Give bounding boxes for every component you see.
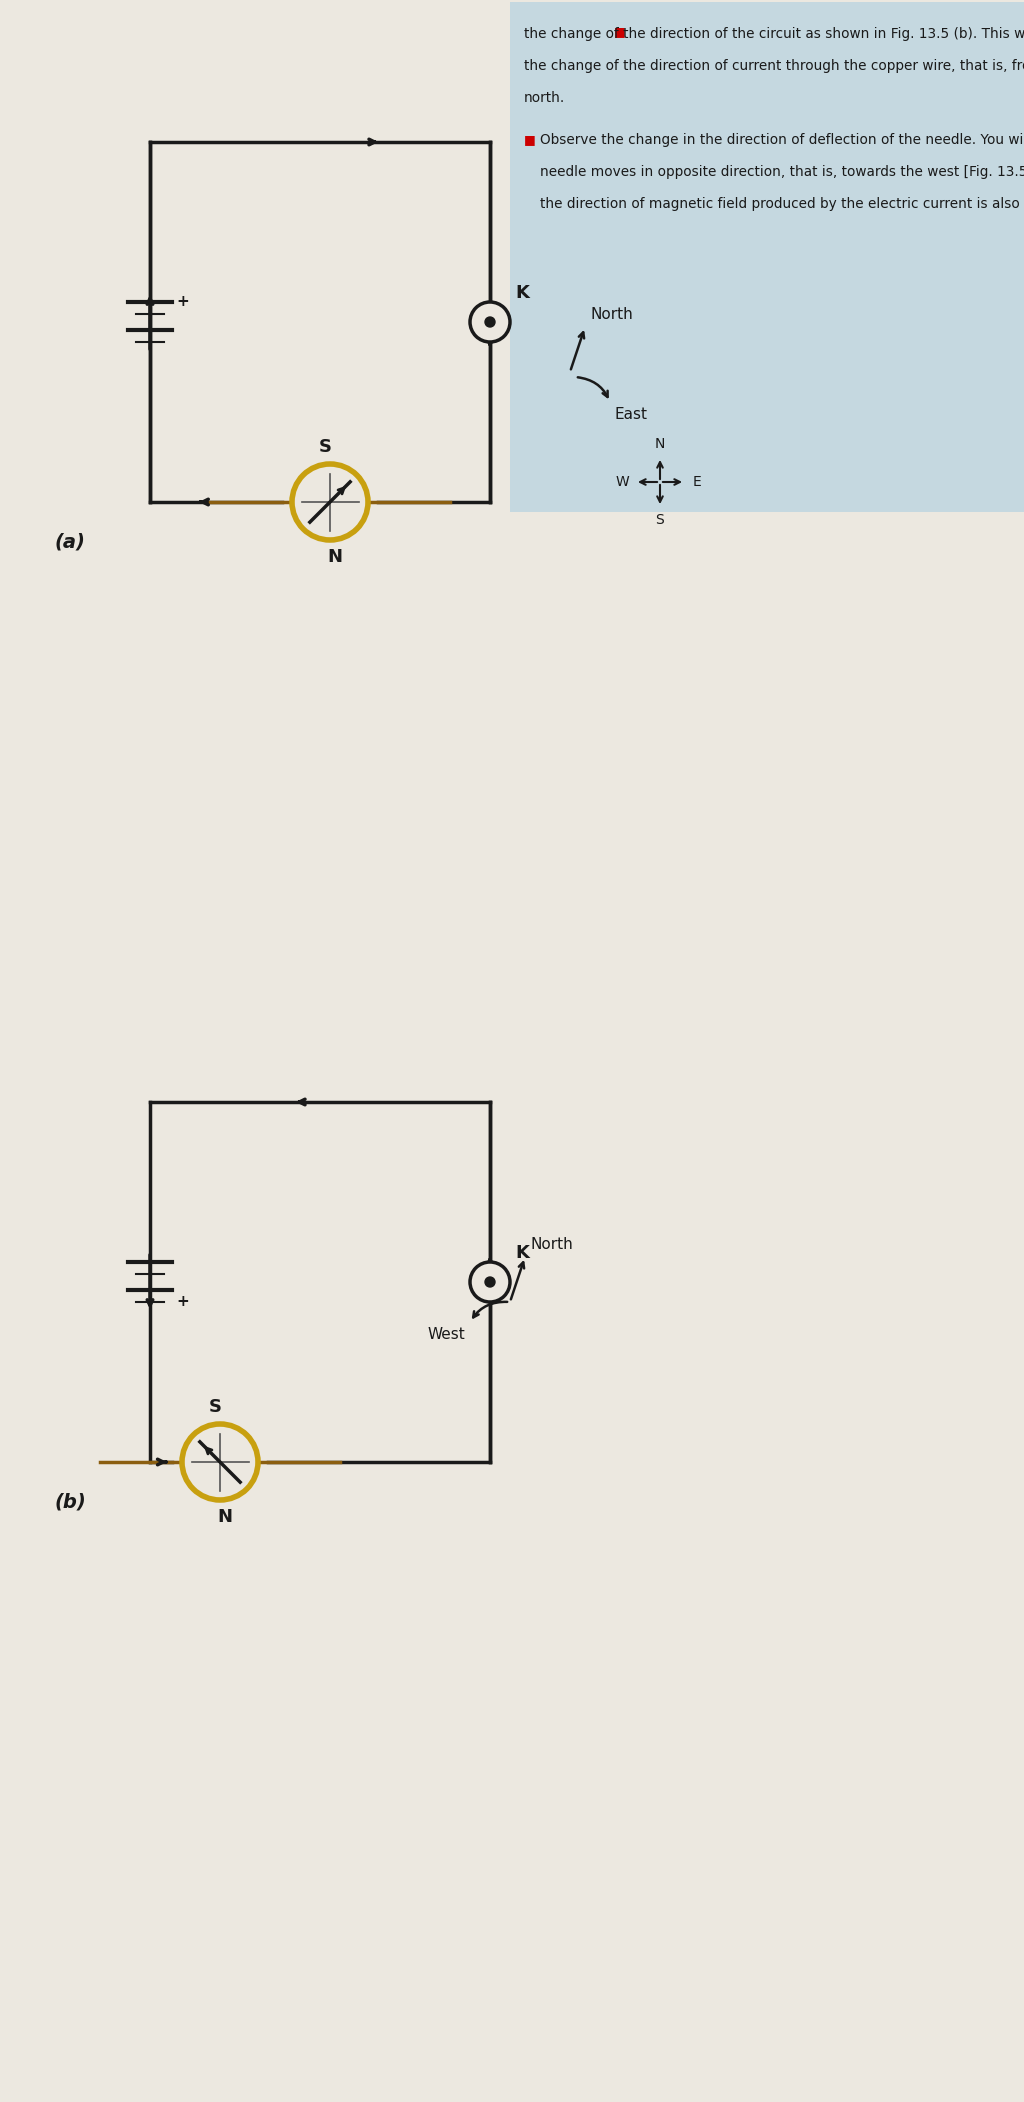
Text: N: N — [217, 1507, 232, 1526]
Text: K: K — [515, 1244, 528, 1261]
Text: N: N — [654, 437, 666, 452]
Circle shape — [485, 1278, 495, 1286]
Text: +: + — [176, 294, 188, 309]
Text: ■: ■ — [524, 132, 536, 145]
Text: East: East — [615, 408, 648, 423]
Circle shape — [182, 1423, 258, 1501]
Text: S: S — [318, 437, 332, 456]
Text: the change of the direction of current through the copper wire, that is, from so: the change of the direction of current t… — [524, 59, 1024, 74]
Text: N: N — [328, 549, 342, 565]
Text: West: West — [427, 1326, 465, 1341]
Text: ■: ■ — [614, 25, 626, 38]
Text: S: S — [209, 1398, 221, 1417]
Text: S: S — [655, 513, 665, 526]
Circle shape — [292, 465, 368, 540]
Circle shape — [485, 317, 495, 328]
Text: Observe the change in the direction of deflection of the needle. You will see th: Observe the change in the direction of d… — [540, 132, 1024, 147]
Text: the change of the direction of the circuit as shown in Fig. 13.5 (b). This would: the change of the direction of the circu… — [524, 27, 1024, 42]
Text: E: E — [693, 475, 701, 490]
Text: (a): (a) — [55, 532, 86, 551]
Circle shape — [470, 1261, 510, 1301]
Text: North: North — [590, 307, 633, 322]
Bar — [510, 2, 1024, 513]
Text: north.: north. — [524, 90, 565, 105]
Text: K: K — [515, 284, 528, 303]
Text: needle moves in opposite direction, that is, towards the west [Fig. 13.5 (b)]. I: needle moves in opposite direction, that… — [540, 164, 1024, 179]
Text: (b): (b) — [55, 1492, 87, 1511]
Text: the direction of magnetic field produced by the electric current is also reverse: the direction of magnetic field produced… — [540, 198, 1024, 210]
Text: W: W — [615, 475, 630, 490]
Circle shape — [470, 303, 510, 343]
Text: North: North — [530, 1236, 572, 1253]
Text: +: + — [176, 1295, 188, 1310]
